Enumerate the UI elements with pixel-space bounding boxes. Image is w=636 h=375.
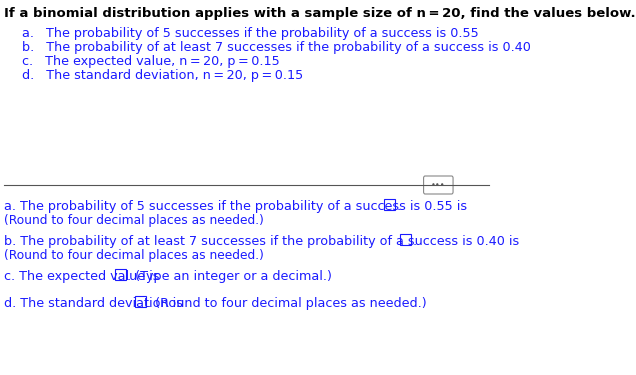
Text: . (Round to four decimal places as needed.): . (Round to four decimal places as neede… bbox=[148, 297, 427, 310]
Text: d.   The standard deviation, n = 20, p = 0.15: d. The standard deviation, n = 20, p = 0… bbox=[22, 69, 303, 82]
Text: c. The expected value is: c. The expected value is bbox=[4, 270, 160, 283]
Text: . (Type an integer or a decimal.): . (Type an integer or a decimal.) bbox=[127, 270, 332, 283]
Text: •••: ••• bbox=[431, 180, 446, 189]
Text: d. The standard deviation is: d. The standard deviation is bbox=[4, 297, 183, 310]
FancyBboxPatch shape bbox=[400, 234, 411, 245]
Text: If a binomial distribution applies with a sample size of n = 20, find the values: If a binomial distribution applies with … bbox=[4, 7, 635, 20]
Text: b. The probability of at least 7 successes if the probability of a success is 0.: b. The probability of at least 7 success… bbox=[4, 235, 519, 248]
FancyBboxPatch shape bbox=[384, 199, 395, 210]
Text: a. The probability of 5 successes if the probability of a success is 0.55 is: a. The probability of 5 successes if the… bbox=[4, 200, 467, 213]
FancyBboxPatch shape bbox=[135, 296, 146, 307]
Text: c.   The expected value, n = 20, p = 0.15: c. The expected value, n = 20, p = 0.15 bbox=[22, 55, 279, 68]
FancyBboxPatch shape bbox=[424, 176, 453, 194]
Text: b.   The probability of at least 7 successes if the probability of a success is : b. The probability of at least 7 success… bbox=[22, 41, 530, 54]
FancyBboxPatch shape bbox=[115, 269, 126, 280]
Text: .: . bbox=[396, 200, 401, 213]
Text: .: . bbox=[413, 235, 417, 248]
Text: (Round to four decimal places as needed.): (Round to four decimal places as needed.… bbox=[4, 214, 264, 227]
Text: (Round to four decimal places as needed.): (Round to four decimal places as needed.… bbox=[4, 249, 264, 262]
Text: a.   The probability of 5 successes if the probability of a success is 0.55: a. The probability of 5 successes if the… bbox=[22, 27, 478, 40]
